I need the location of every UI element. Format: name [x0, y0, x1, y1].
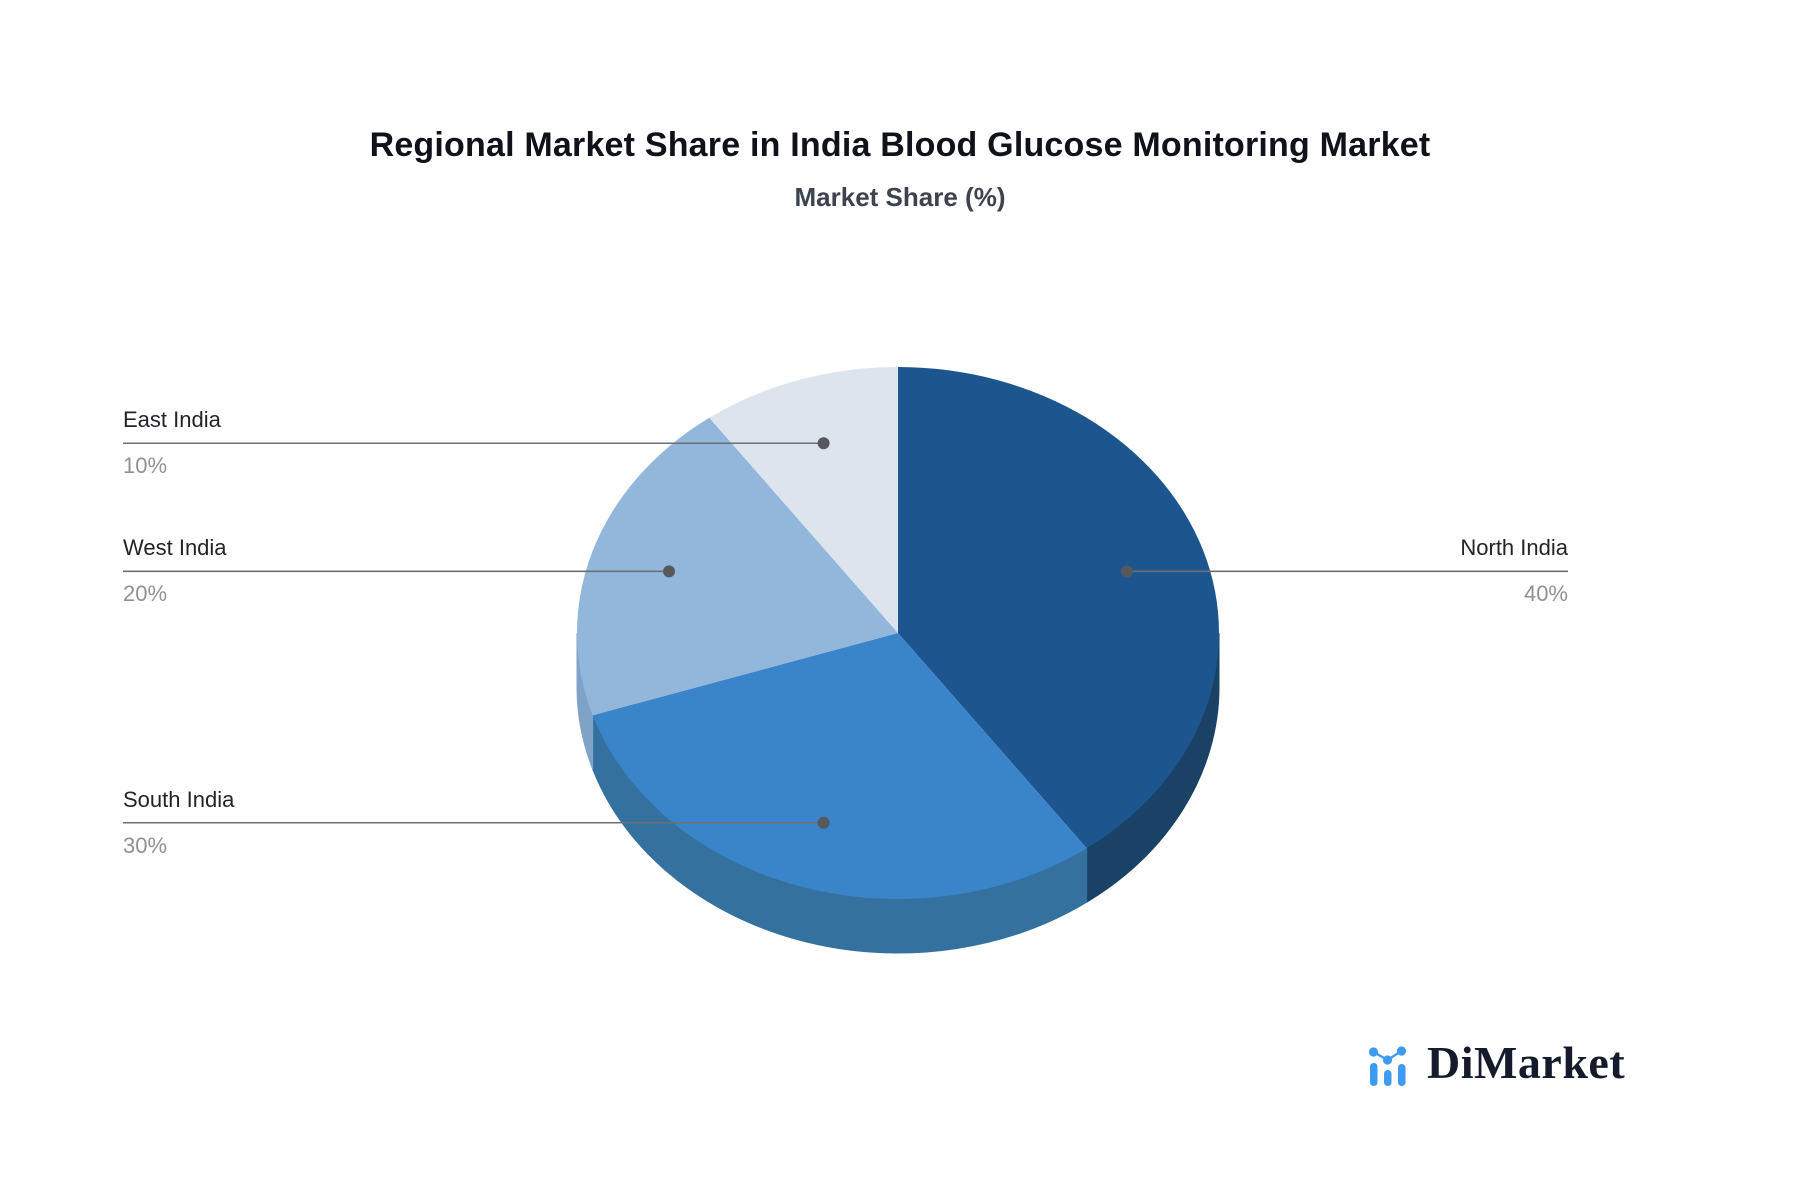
logo-dot [1382, 1055, 1393, 1065]
pie-slice-east-india[interactable] [709, 367, 898, 633]
logo-bar [1384, 1070, 1392, 1086]
logo-bar [1370, 1063, 1378, 1086]
leader-dot-east-india [817, 437, 830, 450]
slice-label-east-india: East India [123, 407, 221, 433]
brand-logo: DiMarket [1364, 1038, 1625, 1088]
leader-dot-north-india [1120, 565, 1133, 578]
pie-slice-north-india[interactable] [898, 367, 1220, 849]
logo-dot [1396, 1046, 1407, 1056]
logo-dot [1368, 1047, 1379, 1057]
logo-bar [1398, 1064, 1406, 1086]
bar-chart-with-trend-dots-icon [1368, 1046, 1407, 1086]
brand-logo-text: DiMarket [1427, 1037, 1626, 1088]
leader-dot-west-india [663, 565, 676, 578]
chart-title: Regional Market Share in India Blood Glu… [369, 126, 1431, 164]
slice-label-west-india: West India [123, 535, 227, 561]
pie-slice-west-india[interactable] [576, 417, 898, 716]
slice-value-south-india: 30% [123, 832, 168, 858]
slice-label-south-india: South India [123, 786, 235, 812]
slice-value-west-india: 20% [123, 581, 168, 607]
slice-value-north-india: 40% [1523, 581, 1568, 607]
leader-dot-south-india [817, 816, 830, 829]
pie-slice-south-india[interactable] [592, 633, 1087, 900]
chart-subtitle: Market Share (%) [794, 182, 1006, 212]
slice-label-north-india: North India [1460, 535, 1568, 561]
slice-value-east-india: 10% [123, 453, 168, 479]
